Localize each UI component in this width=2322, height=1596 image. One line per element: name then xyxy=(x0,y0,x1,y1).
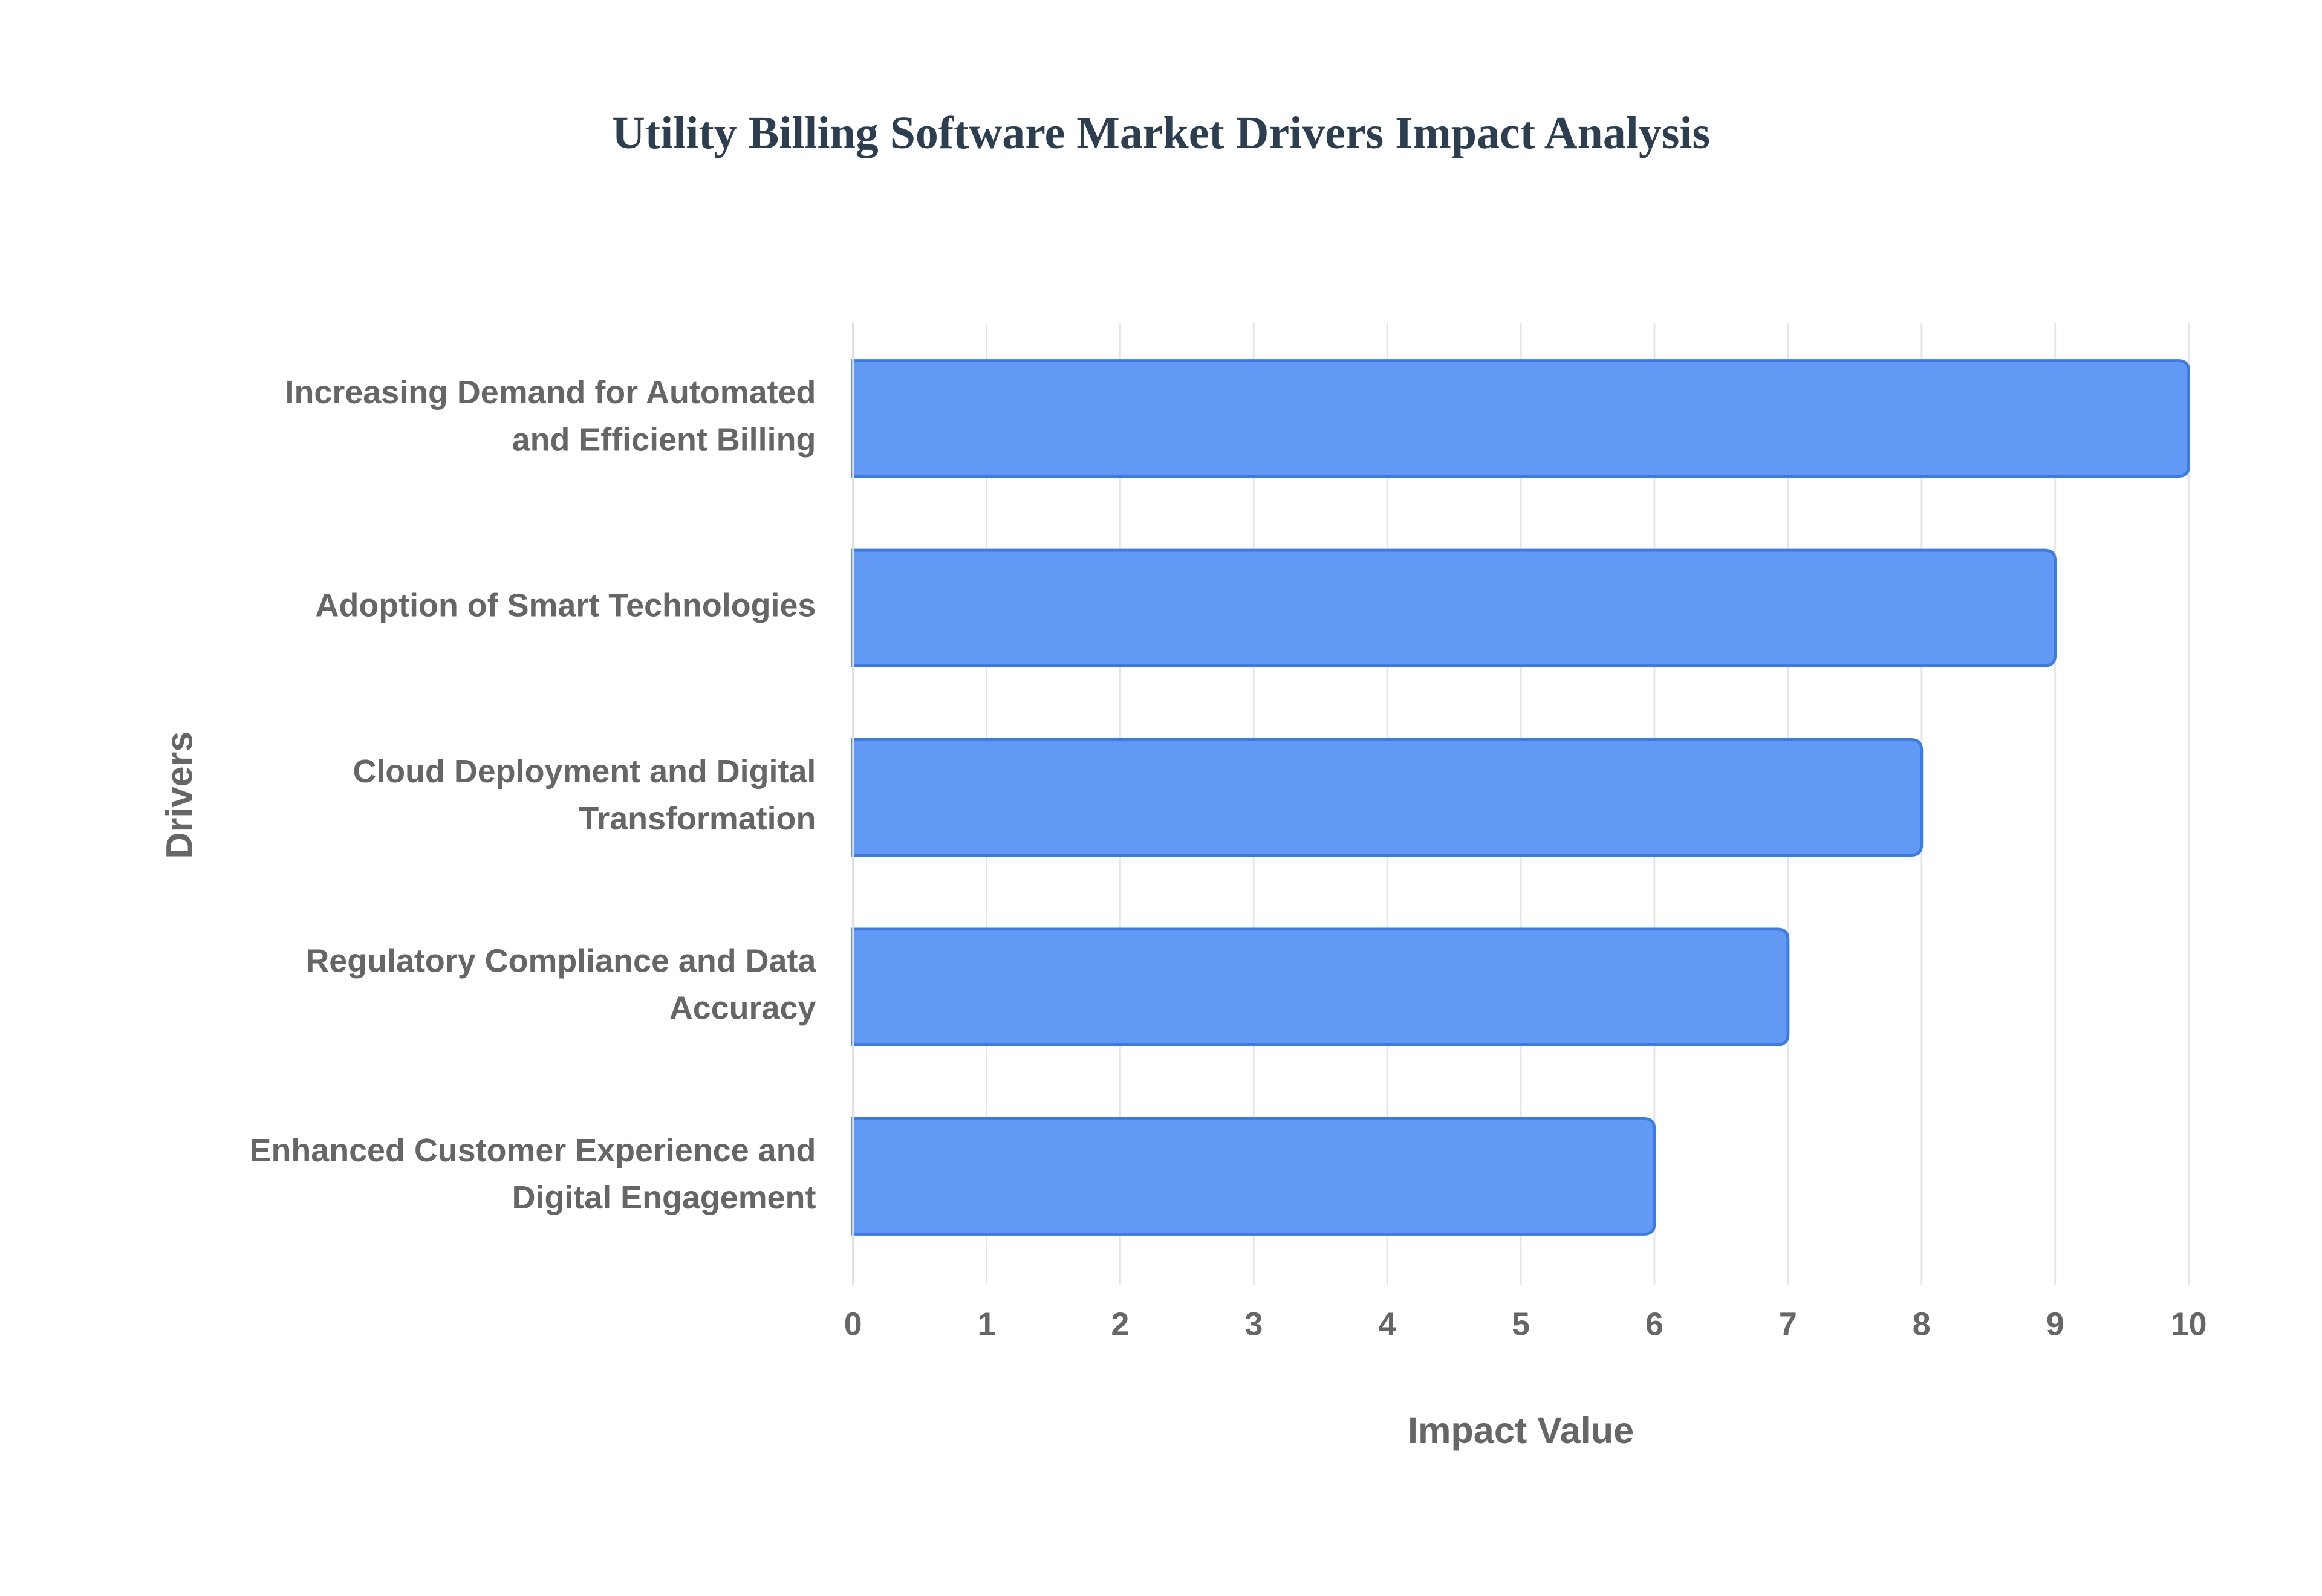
x-tick-label: 8 xyxy=(1913,1306,1931,1343)
bar xyxy=(851,359,2191,478)
x-tick-label: 4 xyxy=(1378,1306,1396,1343)
x-tick-label: 3 xyxy=(1244,1306,1263,1343)
x-tick-label: 7 xyxy=(1779,1306,1797,1343)
x-tick-label: 6 xyxy=(1645,1306,1663,1343)
x-tick-label: 9 xyxy=(2046,1306,2064,1343)
bar xyxy=(851,548,2057,667)
bar xyxy=(851,1117,1656,1236)
x-tick-label: 10 xyxy=(2171,1306,2207,1343)
chart-title: Utility Billing Software Market Drivers … xyxy=(612,108,1710,158)
y-tick-label: Adoption of Smart Technologies xyxy=(316,588,816,624)
y-axis-title: Drivers xyxy=(158,731,200,859)
x-tick-label: 2 xyxy=(1111,1306,1129,1343)
y-tick-label: Regulatory Compliance and Data Accuracy xyxy=(305,943,816,1027)
y-tick-label: Cloud Deployment and Digital Transformati… xyxy=(353,753,816,837)
x-tick-label: 1 xyxy=(978,1306,996,1343)
y-tick-label: Increasing Demand for Automated and Effic… xyxy=(285,374,816,458)
bar xyxy=(851,738,1924,857)
x-axis-title: Impact Value xyxy=(1408,1410,1634,1451)
x-tick-label: 5 xyxy=(1512,1306,1530,1343)
bar xyxy=(851,927,1790,1046)
x-tick-label: 0 xyxy=(844,1306,862,1343)
y-tick-label: Enhanced Customer Experience and Digital … xyxy=(250,1132,816,1216)
